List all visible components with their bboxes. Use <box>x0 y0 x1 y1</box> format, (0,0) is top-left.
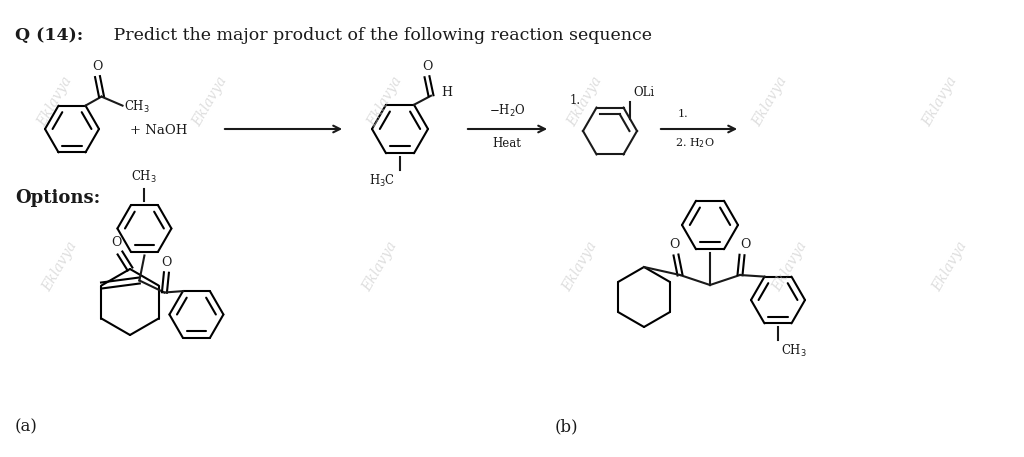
Text: H$_3$C: H$_3$C <box>369 173 395 189</box>
Text: Eklavya: Eklavya <box>366 74 404 129</box>
Text: O: O <box>92 59 102 73</box>
Text: (a): (a) <box>15 418 38 435</box>
Text: O: O <box>111 236 121 249</box>
Text: O: O <box>422 60 432 73</box>
Text: Eklavya: Eklavya <box>921 74 959 129</box>
Text: 1.: 1. <box>678 109 688 119</box>
Text: Predict the major product of the following reaction sequence: Predict the major product of the followi… <box>108 27 652 44</box>
Text: Heat: Heat <box>493 137 521 150</box>
Text: Eklavya: Eklavya <box>190 74 229 129</box>
Text: CH$_3$: CH$_3$ <box>131 170 158 186</box>
Text: Eklavya: Eklavya <box>40 239 80 294</box>
Text: H: H <box>441 86 452 99</box>
Text: OLi: OLi <box>633 86 654 99</box>
Text: CH$_3$: CH$_3$ <box>781 343 807 359</box>
Text: 1.: 1. <box>570 94 582 107</box>
Text: O: O <box>739 238 751 251</box>
Text: 2. H$_2$O: 2. H$_2$O <box>675 136 715 150</box>
Text: (b): (b) <box>555 418 579 435</box>
Text: Eklavya: Eklavya <box>565 74 605 129</box>
Text: Eklavya: Eklavya <box>930 239 970 294</box>
Text: O: O <box>161 255 172 269</box>
Text: Eklavya: Eklavya <box>35 74 75 129</box>
Text: Q (14):: Q (14): <box>15 27 83 44</box>
Text: + NaOH: + NaOH <box>130 124 187 138</box>
Text: Eklavya: Eklavya <box>770 239 810 294</box>
Text: O: O <box>669 238 679 251</box>
Text: Eklavya: Eklavya <box>360 239 400 294</box>
Text: CH$_3$: CH$_3$ <box>125 99 151 115</box>
Text: Options:: Options: <box>15 189 100 207</box>
Text: Eklavya: Eklavya <box>560 239 600 294</box>
Text: Eklavya: Eklavya <box>751 74 790 129</box>
Text: $-$H$_2$O: $-$H$_2$O <box>488 103 525 119</box>
